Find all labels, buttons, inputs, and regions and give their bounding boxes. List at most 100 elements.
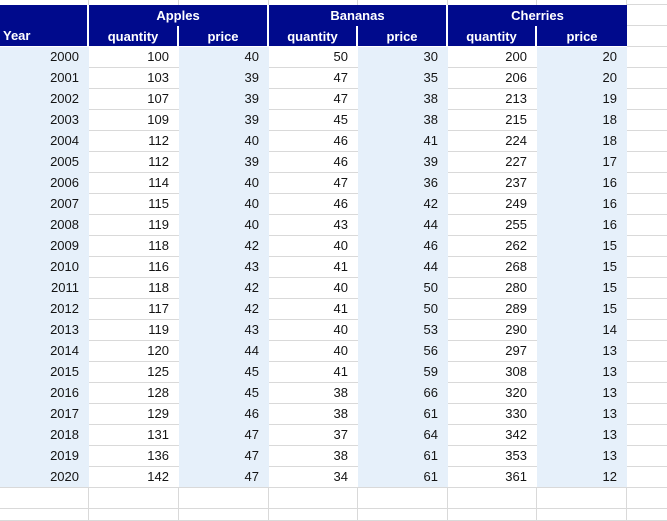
cell-cherries-quantity[interactable]: 213 [448,89,537,110]
cell-year[interactable]: 2002 [0,89,89,110]
cell-cherries-price[interactable]: 20 [537,47,627,68]
cell-apples-quantity[interactable]: 125 [89,362,179,383]
cell-cherries-quantity[interactable]: 280 [448,278,537,299]
cell-year[interactable]: 2020 [0,467,89,488]
cell-apples-quantity[interactable]: 116 [89,257,179,278]
cell-apples-price[interactable]: 40 [179,131,269,152]
cell-filler[interactable] [627,194,667,215]
cell-apples-price[interactable]: 43 [179,320,269,341]
cell-bananas-quantity[interactable]: 46 [269,131,358,152]
cell-apples-price[interactable]: 42 [179,278,269,299]
cell-bananas-price[interactable]: 61 [358,467,448,488]
cell-cherries-price[interactable]: 18 [537,110,627,131]
cell-cherries-price[interactable]: 16 [537,194,627,215]
empty-cell[interactable] [179,488,269,509]
cell-cherries-price[interactable]: 13 [537,425,627,446]
cell-bananas-price[interactable]: 38 [358,110,448,131]
cell-apples-quantity[interactable]: 103 [89,68,179,89]
cell-bananas-quantity[interactable]: 37 [269,425,358,446]
cell-bananas-quantity[interactable]: 40 [269,320,358,341]
cell-apples-quantity[interactable]: 112 [89,152,179,173]
cell-year[interactable]: 2003 [0,110,89,131]
cell-filler[interactable] [627,68,667,89]
cell-cherries-price[interactable]: 15 [537,236,627,257]
cell-bananas-price[interactable]: 64 [358,425,448,446]
cell-cherries-price[interactable]: 19 [537,89,627,110]
header-filler-cell[interactable] [627,26,667,47]
cell-apples-quantity[interactable]: 114 [89,173,179,194]
cell-apples-quantity[interactable]: 142 [89,467,179,488]
cell-cherries-quantity[interactable]: 249 [448,194,537,215]
cell-apples-quantity[interactable]: 118 [89,236,179,257]
cell-bananas-price[interactable]: 53 [358,320,448,341]
cell-bananas-quantity[interactable]: 46 [269,152,358,173]
cell-year[interactable]: 2007 [0,194,89,215]
cell-bananas-quantity[interactable]: 41 [269,362,358,383]
cell-bananas-quantity[interactable]: 38 [269,383,358,404]
cell-apples-price[interactable]: 42 [179,236,269,257]
cell-bananas-price[interactable]: 38 [358,89,448,110]
cell-bananas-price[interactable]: 50 [358,299,448,320]
group-header-cherries[interactable]: Cherries [448,5,627,26]
cell-cherries-price[interactable]: 13 [537,362,627,383]
cell-year[interactable]: 2019 [0,446,89,467]
empty-cell[interactable] [269,488,358,509]
subheader-bananas-price[interactable]: price [358,26,448,47]
cell-apples-price[interactable]: 47 [179,467,269,488]
cell-year[interactable]: 2004 [0,131,89,152]
cell-apples-quantity[interactable]: 117 [89,299,179,320]
cell-filler[interactable] [627,131,667,152]
group-header-apples[interactable]: Apples [89,5,269,26]
cell-cherries-quantity[interactable]: 297 [448,341,537,362]
empty-cell[interactable] [537,509,627,521]
cell-cherries-quantity[interactable]: 200 [448,47,537,68]
cell-bananas-price[interactable]: 61 [358,404,448,425]
cell-cherries-price[interactable]: 13 [537,446,627,467]
cell-cherries-quantity[interactable]: 361 [448,467,537,488]
cell-bananas-price[interactable]: 44 [358,215,448,236]
cell-cherries-quantity[interactable]: 320 [448,383,537,404]
cell-year[interactable]: 2006 [0,173,89,194]
cell-apples-price[interactable]: 43 [179,257,269,278]
cell-bananas-quantity[interactable]: 47 [269,68,358,89]
cell-apples-quantity[interactable]: 118 [89,278,179,299]
empty-cell[interactable] [448,509,537,521]
cell-apples-quantity[interactable]: 120 [89,341,179,362]
empty-cell[interactable] [358,488,448,509]
cell-cherries-price[interactable]: 12 [537,467,627,488]
cell-apples-price[interactable]: 45 [179,362,269,383]
empty-cell[interactable] [627,509,667,521]
cell-apples-quantity[interactable]: 100 [89,47,179,68]
subheader-bananas-quantity[interactable]: quantity [269,26,358,47]
cell-bananas-quantity[interactable]: 45 [269,110,358,131]
cell-apples-quantity[interactable]: 128 [89,383,179,404]
cell-cherries-quantity[interactable]: 353 [448,446,537,467]
cell-filler[interactable] [627,236,667,257]
cell-apples-price[interactable]: 39 [179,68,269,89]
cell-bananas-price[interactable]: 66 [358,383,448,404]
cell-bananas-price[interactable]: 56 [358,341,448,362]
cell-filler[interactable] [627,446,667,467]
cell-bananas-quantity[interactable]: 40 [269,341,358,362]
cell-cherries-price[interactable]: 15 [537,257,627,278]
cell-filler[interactable] [627,467,667,488]
cell-year[interactable]: 2005 [0,152,89,173]
cell-year[interactable]: 2009 [0,236,89,257]
cell-cherries-price[interactable]: 13 [537,341,627,362]
cell-cherries-quantity[interactable]: 289 [448,299,537,320]
cell-filler[interactable] [627,215,667,236]
cell-bananas-quantity[interactable]: 41 [269,299,358,320]
cell-year[interactable]: 2013 [0,320,89,341]
cell-bananas-price[interactable]: 46 [358,236,448,257]
cell-filler[interactable] [627,404,667,425]
cell-apples-price[interactable]: 45 [179,383,269,404]
cell-cherries-price[interactable]: 16 [537,215,627,236]
cell-cherries-quantity[interactable]: 237 [448,173,537,194]
cell-cherries-price[interactable]: 17 [537,152,627,173]
cell-cherries-price[interactable]: 18 [537,131,627,152]
cell-bananas-price[interactable]: 50 [358,278,448,299]
cell-apples-quantity[interactable]: 107 [89,89,179,110]
cell-filler[interactable] [627,110,667,131]
cell-bananas-quantity[interactable]: 50 [269,47,358,68]
cell-filler[interactable] [627,341,667,362]
